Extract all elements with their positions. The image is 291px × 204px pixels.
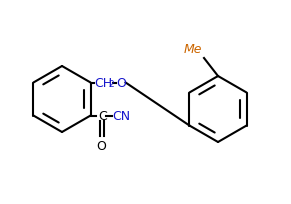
Text: 2: 2 — [108, 80, 114, 89]
Text: Me: Me — [184, 43, 202, 56]
Text: O: O — [117, 77, 127, 90]
Text: O: O — [97, 140, 107, 153]
Text: CN: CN — [113, 110, 131, 122]
Text: CH: CH — [95, 77, 113, 90]
Text: C: C — [99, 110, 107, 122]
